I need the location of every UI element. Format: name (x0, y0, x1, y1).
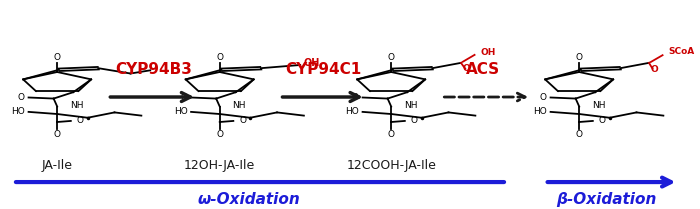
Text: OH: OH (304, 58, 320, 68)
Text: O: O (388, 130, 395, 139)
Text: HO: HO (345, 107, 359, 116)
Text: O: O (216, 53, 223, 62)
Text: NH: NH (70, 101, 83, 110)
Text: CYP94C1: CYP94C1 (285, 62, 361, 77)
Text: ω-Oxidation: ω-Oxidation (197, 192, 300, 207)
Text: O: O (77, 116, 84, 125)
Text: O: O (411, 116, 418, 125)
Text: O: O (575, 53, 582, 62)
Text: NH: NH (592, 101, 606, 110)
Text: O: O (540, 93, 547, 102)
Text: O: O (463, 64, 470, 73)
Text: NH: NH (232, 101, 246, 110)
Text: HO: HO (174, 107, 188, 116)
Text: O: O (599, 116, 606, 125)
Text: O: O (239, 116, 246, 125)
Text: OH: OH (481, 48, 496, 57)
Text: O: O (54, 130, 61, 139)
Text: CYP94B3: CYP94B3 (115, 62, 192, 77)
Text: SCoA: SCoA (668, 47, 695, 56)
Text: HO: HO (11, 107, 25, 116)
Text: JA-Ile: JA-Ile (42, 159, 73, 172)
Text: β-Oxidation: β-Oxidation (556, 192, 657, 207)
Text: O: O (388, 53, 395, 62)
Text: O: O (18, 93, 25, 102)
Text: O: O (575, 130, 582, 139)
Text: ACS: ACS (466, 62, 500, 77)
Text: O: O (352, 93, 359, 102)
Text: O: O (216, 130, 223, 139)
Text: O: O (54, 53, 61, 62)
Text: NH: NH (404, 101, 417, 110)
Text: HO: HO (533, 107, 547, 116)
Text: 12COOH-JA-Ile: 12COOH-JA-Ile (346, 159, 436, 172)
Text: 12OH-JA-Ile: 12OH-JA-Ile (184, 159, 256, 172)
Text: O: O (650, 65, 658, 74)
Text: O: O (181, 93, 188, 102)
